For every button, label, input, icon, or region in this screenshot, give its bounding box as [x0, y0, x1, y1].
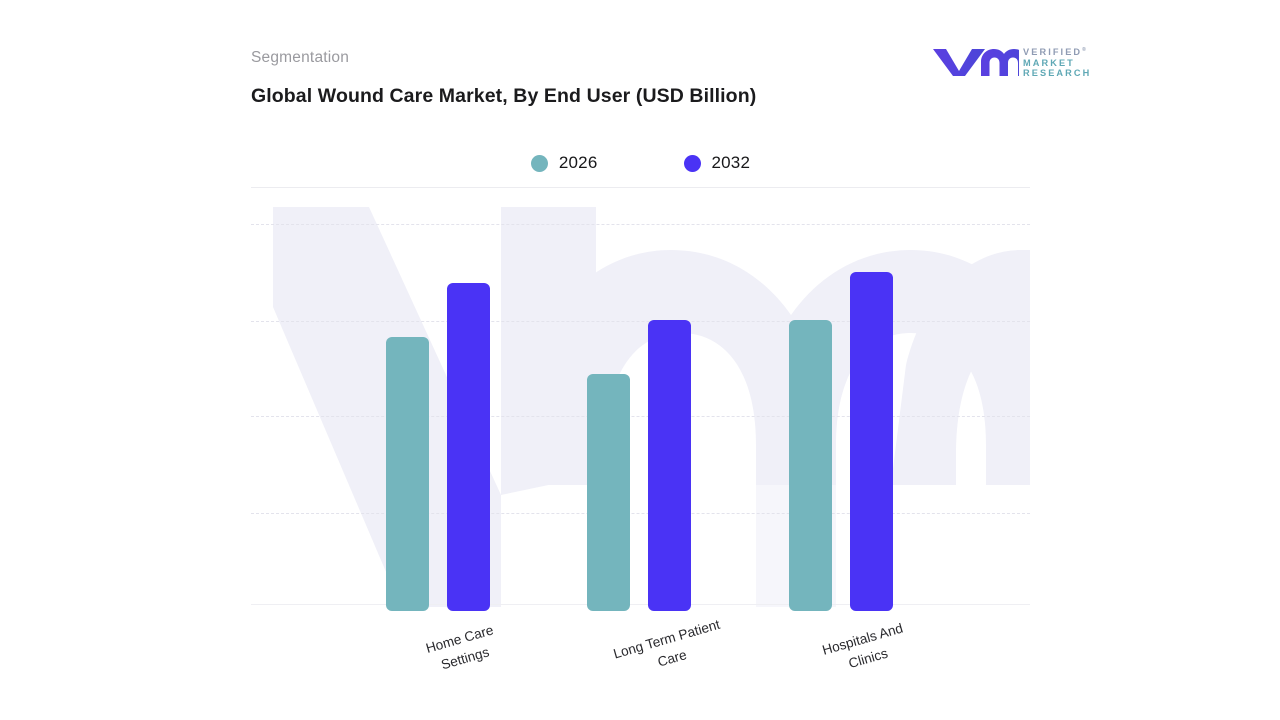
bar-long-term-2032[interactable] — [648, 320, 691, 611]
legend-swatch-icon — [530, 154, 548, 172]
legend-item-2032[interactable]: 2032 — [683, 153, 751, 173]
page-title: Global Wound Care Market, By End User (U… — [251, 85, 757, 107]
x-axis-baseline — [251, 604, 1030, 605]
legend-item-2026[interactable]: 2026 — [530, 153, 598, 173]
registered-mark: ® — [1082, 47, 1086, 53]
logo-line-verified: VERIFIED® — [1023, 47, 1086, 58]
bar-hospitals-2026[interactable] — [789, 320, 832, 611]
segmentation-kicker: Segmentation — [251, 49, 350, 66]
logo-line-market: MARKET — [1023, 57, 1075, 68]
x-tick-label-hospitals: Hospitals And Clinics — [820, 620, 905, 672]
plot-area — [251, 195, 1030, 611]
bar-home-care-2026[interactable] — [386, 337, 429, 611]
x-axis-labels: Home Care Settings Long Term Patient Car… — [251, 612, 1030, 712]
chart-legend: 2026 2032 — [251, 150, 1030, 176]
gridline — [251, 416, 1030, 417]
bar-home-care-2032[interactable] — [447, 283, 490, 611]
vmr-logo: VERIFIED® MARKET RESEARCH — [931, 44, 1089, 78]
legend-label: 2032 — [711, 153, 751, 172]
logo-line-research: RESEARCH — [1023, 68, 1092, 79]
bar-hospitals-2032[interactable] — [850, 272, 893, 611]
header-divider — [251, 187, 1030, 188]
x-tick-label-home-care: Home Care Settings — [424, 622, 496, 673]
legend-swatch-icon — [683, 154, 701, 172]
legend-label: 2026 — [558, 153, 598, 172]
gridline — [251, 321, 1030, 322]
gridline — [251, 513, 1030, 514]
gridline — [251, 224, 1030, 225]
x-tick-label-long-term: Long Term Patient Care — [611, 616, 722, 670]
vmr-wordmark: VERIFIED® MARKET RESEARCH — [1023, 45, 1091, 79]
vmr-monogram-icon — [933, 49, 1019, 76]
bar-group-container — [251, 195, 1030, 611]
bar-long-term-2026[interactable] — [587, 374, 630, 611]
